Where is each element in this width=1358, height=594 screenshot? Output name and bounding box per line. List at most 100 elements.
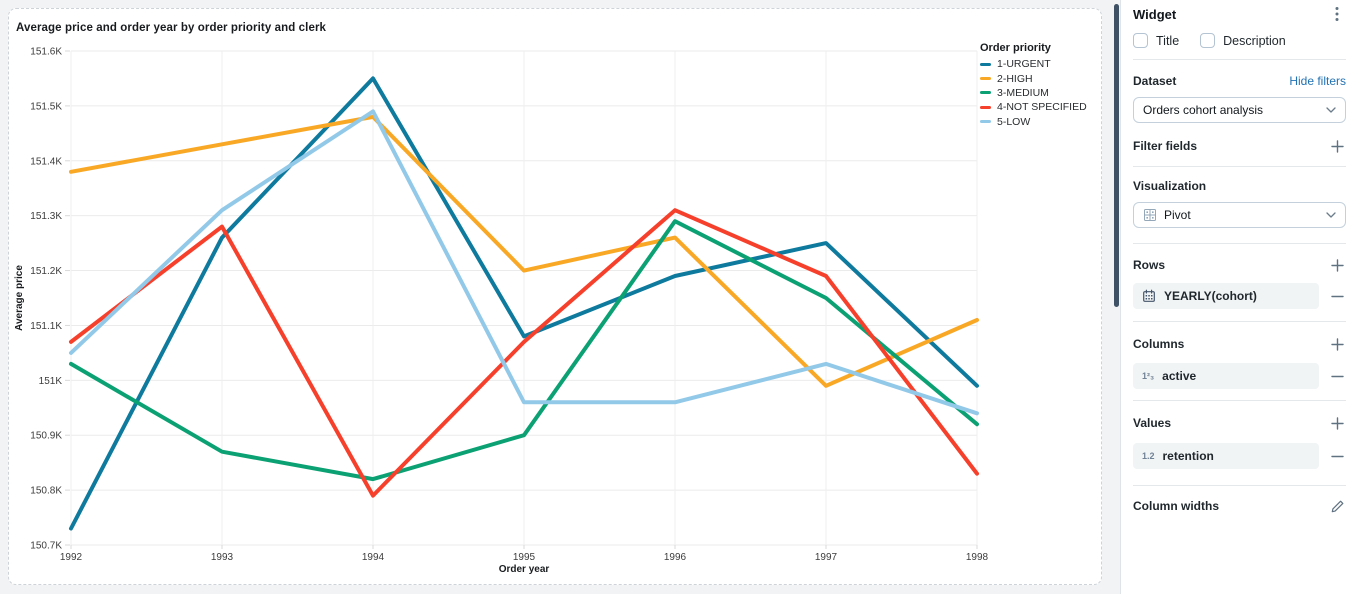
y-tick-label: 151.2K bbox=[30, 266, 62, 277]
y-tick-label: 150.7K bbox=[30, 541, 62, 552]
legend-dash-icon bbox=[980, 77, 991, 81]
x-tick-label: 1993 bbox=[211, 552, 234, 563]
rows-field-label: YEARLY(cohort) bbox=[1164, 289, 1257, 303]
values-label: Values bbox=[1133, 416, 1172, 430]
x-tick-label: 1996 bbox=[664, 552, 687, 563]
chart-legend: Order priority 1-URGENT 2-HIGH 3-MEDIUM 4-N… bbox=[980, 42, 1098, 129]
description-checkbox-label: Description bbox=[1223, 33, 1286, 48]
y-tick-label: 151.4K bbox=[30, 156, 62, 167]
plus-icon bbox=[1330, 258, 1344, 272]
plus-icon bbox=[1330, 416, 1344, 430]
title-checkbox[interactable] bbox=[1133, 33, 1148, 48]
add-column-button[interactable] bbox=[1328, 335, 1346, 353]
remove-column-button[interactable] bbox=[1328, 367, 1346, 385]
dataset-label: Dataset bbox=[1133, 74, 1177, 88]
column-widths-label: Column widths bbox=[1133, 499, 1219, 513]
chart-title: Average price and order year by order pr… bbox=[16, 22, 327, 34]
add-filter-field-button[interactable] bbox=[1328, 137, 1346, 155]
add-value-button[interactable] bbox=[1328, 414, 1346, 432]
y-tick-label: 150.8K bbox=[30, 486, 62, 497]
y-tick-label: 150.9K bbox=[30, 431, 62, 442]
panel-title: Widget bbox=[1133, 6, 1177, 22]
minus-icon bbox=[1330, 375, 1344, 377]
pencil-icon bbox=[1331, 500, 1343, 512]
rows-label: Rows bbox=[1133, 258, 1166, 272]
chevron-down-icon bbox=[1326, 107, 1336, 113]
columns-label: Columns bbox=[1133, 337, 1185, 351]
number-icon: 1²₃ bbox=[1142, 370, 1155, 381]
divider bbox=[1133, 321, 1346, 322]
filter-fields-label: Filter fields bbox=[1133, 139, 1198, 153]
y-axis-title: Average price bbox=[14, 265, 25, 331]
kebab-icon bbox=[1335, 7, 1339, 21]
columns-field-chip[interactable]: 1²₃ active bbox=[1133, 363, 1319, 389]
plus-icon bbox=[1330, 139, 1344, 153]
rows-field-chip[interactable]: YEARLY(cohort) bbox=[1133, 283, 1319, 309]
hide-filters-link[interactable]: Hide filters bbox=[1289, 74, 1346, 88]
series-line-3-MEDIUM[interactable] bbox=[69, 219, 979, 482]
legend-dash-icon bbox=[980, 105, 991, 109]
y-tick-label: 151K bbox=[39, 376, 63, 387]
divider bbox=[1133, 485, 1346, 486]
series-line-1-URGENT[interactable] bbox=[69, 76, 979, 531]
y-tick-label: 151.6K bbox=[30, 47, 62, 58]
visualization-selected-value: Pivot bbox=[1164, 208, 1191, 222]
visualization-select[interactable]: Pivot bbox=[1133, 202, 1346, 228]
series-line-5-LOW[interactable] bbox=[69, 109, 979, 416]
calendar-icon bbox=[1143, 289, 1155, 302]
x-tick-label: 1992 bbox=[60, 552, 83, 563]
panel-scrollbar[interactable] bbox=[1114, 4, 1119, 307]
legend-label: 2-HIGH bbox=[997, 72, 1033, 85]
decimal-icon: 1.2 bbox=[1142, 450, 1155, 461]
legend-item-1-URGENT[interactable]: 1-URGENT bbox=[980, 57, 1098, 71]
plus-icon bbox=[1330, 337, 1344, 351]
y-tick-label: 151.3K bbox=[30, 211, 62, 222]
legend-title: Order priority bbox=[980, 42, 1051, 54]
dataset-select[interactable]: Orders cohort analysis bbox=[1133, 97, 1346, 123]
title-checkbox-group[interactable]: Title bbox=[1133, 33, 1179, 48]
chart-widget-card: Average price and order year by order pr… bbox=[8, 8, 1102, 585]
series-line-4-NOT SPECIFIED[interactable] bbox=[69, 208, 979, 498]
visualization-label: Visualization bbox=[1133, 179, 1207, 193]
divider bbox=[1133, 59, 1346, 60]
legend-label: 3-MEDIUM bbox=[997, 86, 1049, 99]
title-checkbox-label: Title bbox=[1156, 33, 1180, 48]
remove-row-button[interactable] bbox=[1328, 287, 1346, 305]
line-chart: 151.6K 151.5K 151.4K 151.3K 151.2K 151.1K 151K… bbox=[14, 47, 989, 576]
legend-item-5-LOW[interactable]: 5-LOW bbox=[980, 115, 1098, 129]
dataset-selected-value: Orders cohort analysis bbox=[1143, 103, 1264, 117]
values-field-label: retention bbox=[1162, 449, 1214, 463]
widget-settings-panel: Widget Title Description Dataset Hide fi… bbox=[1120, 0, 1358, 594]
legend-item-3-MEDIUM[interactable]: 3-MEDIUM bbox=[980, 86, 1098, 100]
y-tick-label: 151.1K bbox=[30, 321, 62, 332]
legend-dash-icon bbox=[980, 62, 991, 66]
divider bbox=[1133, 243, 1346, 244]
legend-item-2-HIGH[interactable]: 2-HIGH bbox=[980, 71, 1098, 85]
divider bbox=[1133, 166, 1346, 167]
legend-dash-icon bbox=[980, 91, 991, 95]
x-tick-label: 1997 bbox=[815, 552, 838, 563]
x-tick-label: 1998 bbox=[966, 552, 989, 563]
legend-dash-icon bbox=[980, 120, 991, 124]
x-axis-title: Order year bbox=[499, 564, 550, 575]
chevron-down-icon bbox=[1326, 212, 1336, 218]
legend-label: 4-NOT SPECIFIED bbox=[997, 101, 1087, 114]
remove-value-button[interactable] bbox=[1328, 447, 1346, 465]
edit-column-widths-button[interactable] bbox=[1328, 497, 1346, 515]
values-field-chip[interactable]: 1.2 retention bbox=[1133, 443, 1319, 469]
columns-field-label: active bbox=[1162, 369, 1197, 383]
minus-icon bbox=[1330, 455, 1344, 457]
description-checkbox[interactable] bbox=[1200, 33, 1216, 48]
pivot-icon bbox=[1144, 209, 1156, 221]
y-tick-label: 151.5K bbox=[30, 101, 62, 112]
series-line-2-HIGH[interactable] bbox=[69, 114, 979, 388]
add-row-button[interactable] bbox=[1328, 256, 1346, 274]
description-checkbox-group[interactable]: Description bbox=[1200, 33, 1286, 48]
minus-icon bbox=[1330, 295, 1344, 297]
legend-label: 5-LOW bbox=[997, 115, 1031, 128]
divider bbox=[1133, 400, 1346, 401]
legend-item-4-NOT SPECIFIED[interactable]: 4-NOT SPECIFIED bbox=[980, 100, 1098, 114]
legend-label: 1-URGENT bbox=[997, 58, 1051, 71]
kebab-menu-button[interactable] bbox=[1328, 5, 1346, 23]
x-tick-label: 1995 bbox=[513, 552, 536, 563]
